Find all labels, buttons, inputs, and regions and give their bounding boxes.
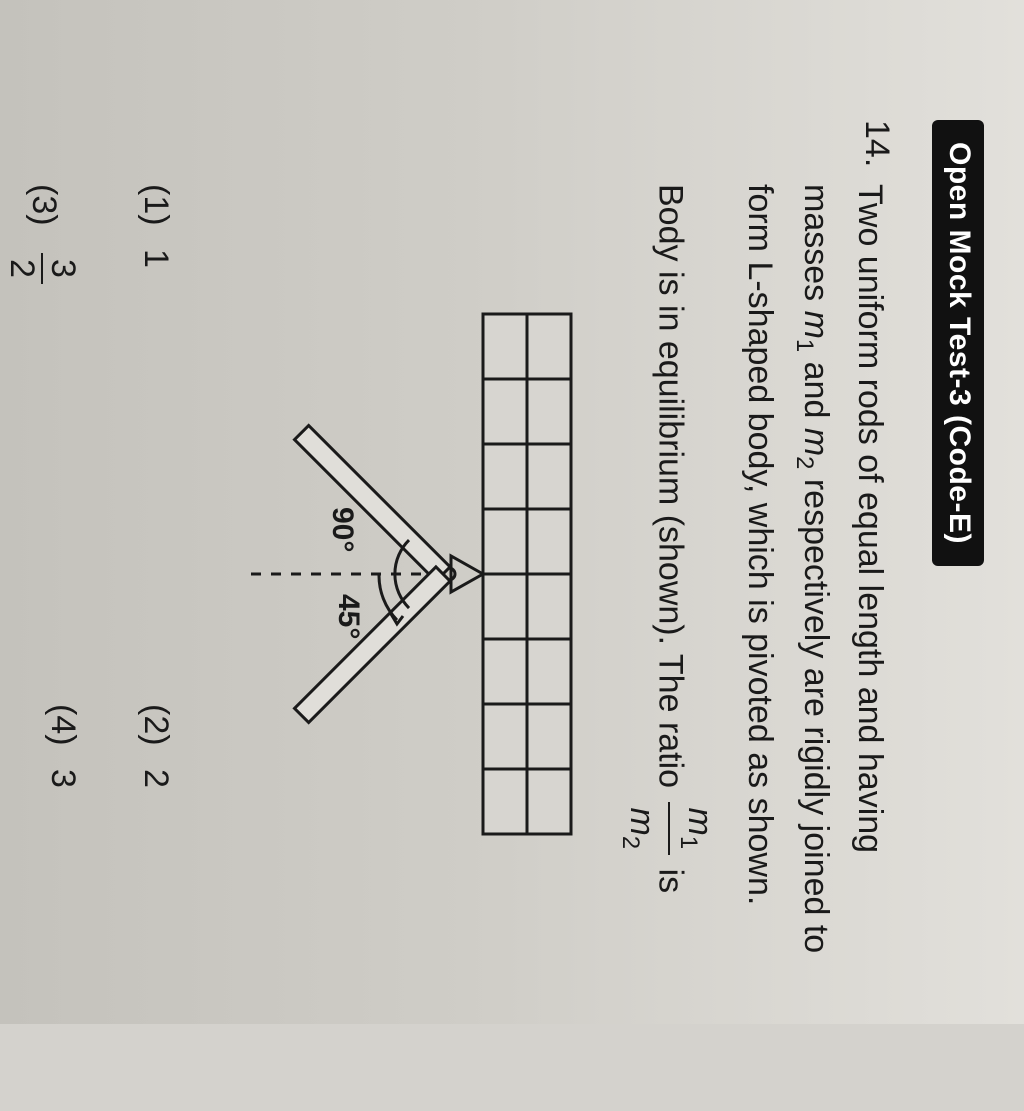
diagram-svg: 90° 45°: [211, 294, 581, 854]
ratio-fraction: m1 m2: [611, 802, 726, 856]
var-m1-sub: 1: [791, 339, 818, 352]
frac-den-s: 2: [617, 836, 644, 849]
var-m1: m: [797, 311, 835, 339]
option-2-value: 2: [137, 769, 175, 788]
option-3-label: (3): [25, 184, 63, 226]
text-and: and: [797, 362, 835, 428]
option-1-label: (1): [137, 184, 175, 226]
text-body-b: is: [652, 869, 690, 894]
pivot: [443, 556, 483, 592]
diagram: 90° 45°: [211, 294, 581, 854]
frac-den-m: m: [623, 808, 661, 836]
option-2[interactable]: (2) 2: [136, 704, 175, 964]
angle-90-label: 90°: [326, 507, 359, 552]
option-3-den: 2: [2, 253, 41, 284]
angle-45-label: 45°: [332, 594, 365, 639]
text-body-a: Body is in equilibrium (shown). The rati…: [652, 184, 690, 798]
option-2-label: (2): [137, 704, 175, 746]
option-3-num: 3: [41, 253, 82, 284]
option-1-value: 1: [137, 249, 175, 268]
option-1[interactable]: (1) 1: [136, 184, 175, 444]
page: Open Mock Test-3 (Code-E) 14. Two unifor…: [0, 0, 1024, 1024]
platform: [483, 314, 571, 834]
question-number: 14.: [857, 120, 896, 184]
test-header: Open Mock Test-3 (Code-E): [932, 120, 984, 566]
frac-num-s: 1: [675, 836, 702, 849]
text-line-2b: respectively are rigidly joined to: [797, 479, 835, 953]
question-block: 14. Two uniform rods of equal length and…: [201, 120, 896, 964]
text-line-3: form L-shaped body, which is pivoted as …: [741, 184, 779, 905]
options: (1) 1 (2) 2 (3) 3 2 (4) 3: [2, 184, 175, 964]
option-4-label: (4): [44, 704, 82, 746]
frac-num-m: m: [681, 808, 719, 836]
option-3[interactable]: (3) 3 2: [2, 184, 82, 444]
option-4[interactable]: (4) 3: [2, 704, 82, 964]
var-m2: m: [797, 428, 835, 456]
var-m2-sub: 2: [791, 456, 818, 469]
text-line-1: Two uniform rods of equal length and hav…: [851, 184, 889, 853]
text-line-2a: masses: [797, 184, 835, 311]
option-3-fraction: 3 2: [2, 253, 82, 284]
question-text: Two uniform rods of equal length and hav…: [201, 184, 896, 964]
option-4-value: 3: [44, 769, 82, 788]
